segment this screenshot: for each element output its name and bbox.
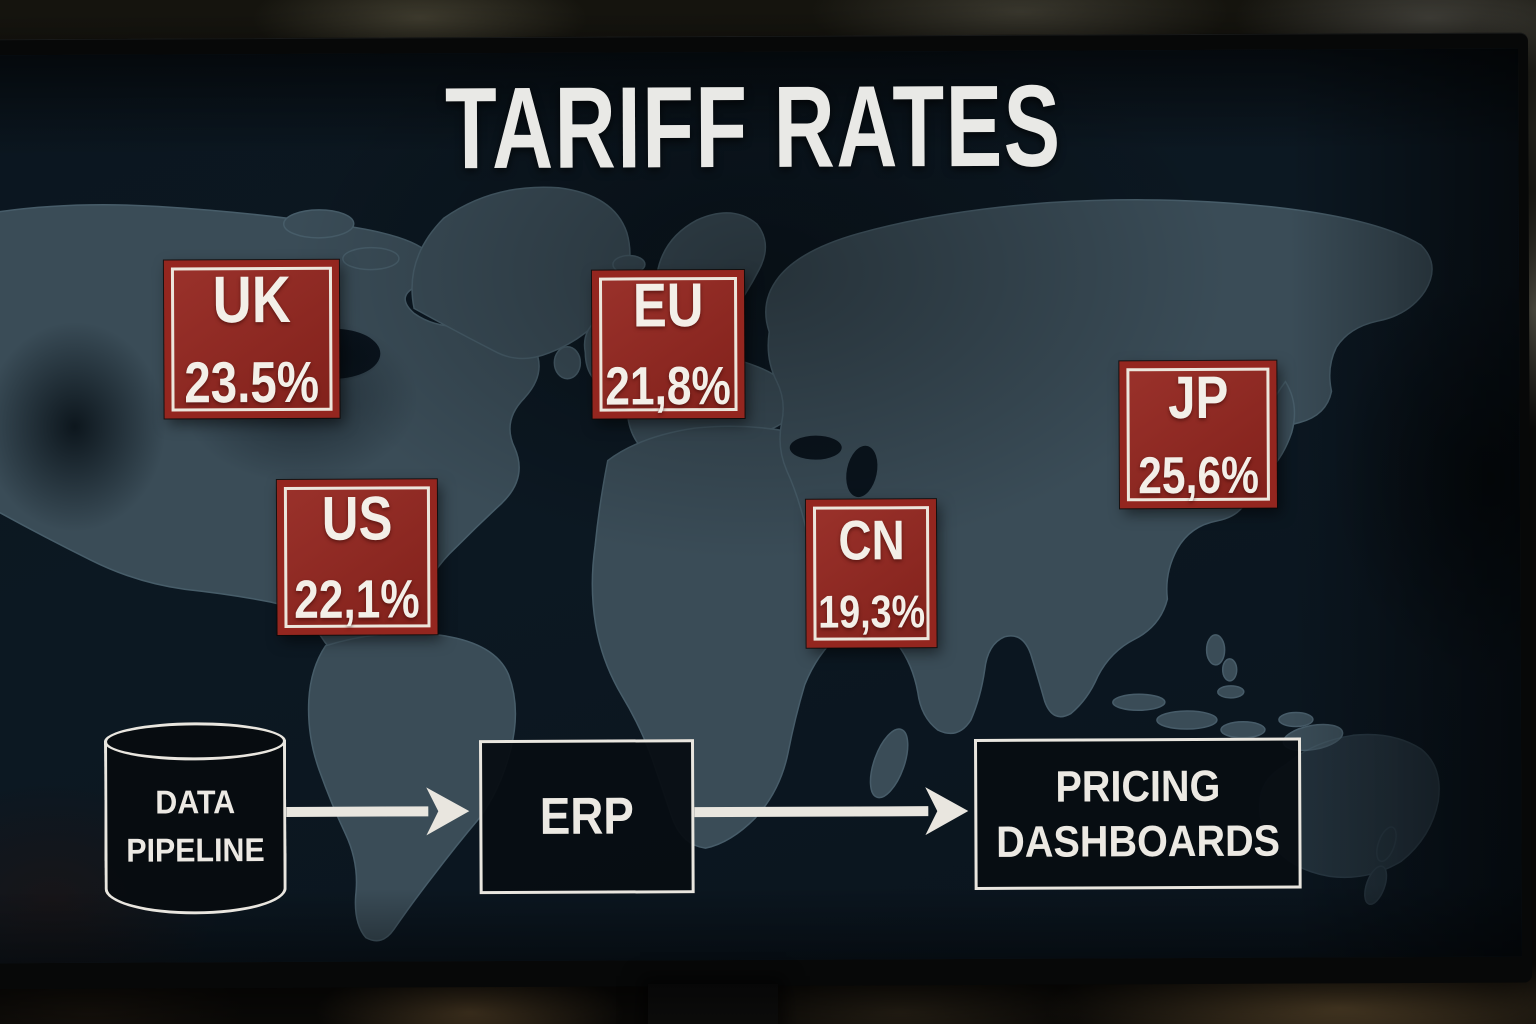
country-code: EU (632, 271, 704, 341)
tariff-box-cn: CN 19,3% (805, 499, 937, 648)
tariff-box-inner-border: US 22,1% (283, 483, 431, 630)
madagascar (869, 728, 909, 799)
tariff-box-inner-border: JP 25,6% (1126, 363, 1270, 505)
node-label: ERP (539, 787, 634, 846)
node-label-line: PIPELINE (126, 830, 265, 869)
tariff-box-eu: EU 21,8% (591, 269, 745, 419)
tariff-box-inner-border: CN 19,3% (812, 506, 930, 641)
tariff-rate: 22,1% (294, 568, 421, 630)
country-code: UK (212, 261, 291, 337)
tariff-rate: 19,3% (817, 585, 926, 638)
tariff-box-inner-border: UK 23.5% (170, 261, 333, 416)
tariff-box-uk: UK 23.5% (163, 259, 340, 419)
node-label-line: DATA (155, 783, 236, 821)
screen: TARIFF RATES UK 23.5% EU 21,8% US 22,1% (0, 48, 1522, 964)
arctic-island (342, 246, 400, 271)
node-label-line: DASHBOARDS (995, 816, 1280, 867)
tariff-rate: 21,8% (605, 356, 732, 417)
data-pipeline-label: DATA PIPELINE (104, 778, 286, 874)
arctic-island (282, 209, 355, 239)
erp-node: ERP (478, 739, 695, 895)
tariff-box-jp: JP 25,6% (1119, 360, 1277, 509)
country-code: CN (837, 508, 905, 572)
page-title: TARIFF RATES (444, 60, 1062, 194)
tariff-rate: 25,6% (1137, 446, 1259, 505)
tariff-box-us: US 22,1% (276, 479, 438, 635)
tariff-box-inner-border: EU 21,8% (598, 271, 738, 417)
node-label-line: PRICING (1055, 761, 1221, 812)
monitor-bezel: TARIFF RATES UK 23.5% EU 21,8% US 22,1% (0, 32, 1533, 990)
data-pipeline-node: DATA PIPELINE (103, 721, 287, 915)
country-code: US (321, 483, 393, 554)
ireland (553, 345, 582, 380)
country-code: JP (1167, 363, 1229, 431)
tariff-rate: 23.5% (184, 349, 320, 416)
monitor-stand (648, 984, 778, 1024)
pricing-dashboards-node: PRICING DASHBOARDS (973, 737, 1302, 890)
